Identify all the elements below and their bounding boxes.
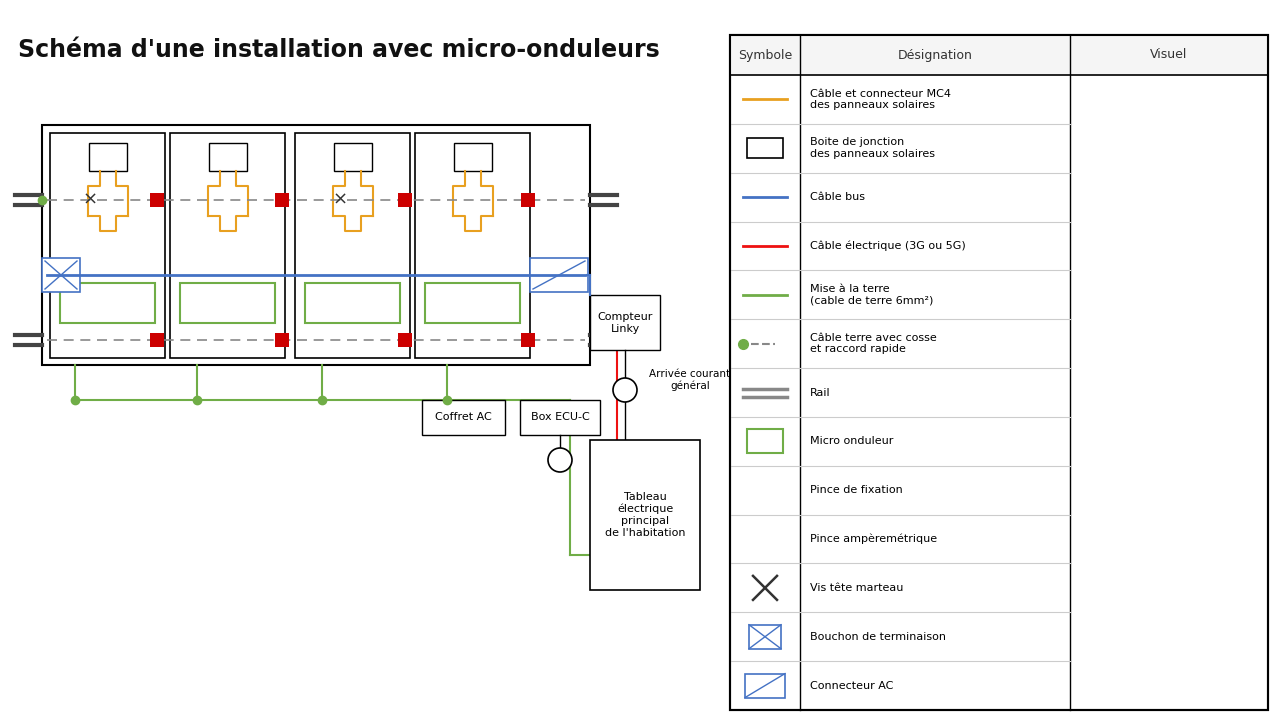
Text: Pince ampèremétrique: Pince ampèremétrique [810, 534, 937, 544]
Text: Symbole: Symbole [737, 48, 792, 61]
FancyBboxPatch shape [530, 258, 588, 292]
Text: Câble électrique (3G ou 5G): Câble électrique (3G ou 5G) [810, 240, 965, 251]
FancyBboxPatch shape [88, 143, 127, 171]
Text: ×: × [82, 191, 97, 209]
Text: Câble et connecteur MC4
des panneaux solaires: Câble et connecteur MC4 des panneaux sol… [810, 89, 951, 110]
FancyBboxPatch shape [749, 625, 781, 649]
FancyBboxPatch shape [50, 133, 165, 358]
FancyBboxPatch shape [415, 133, 530, 358]
FancyBboxPatch shape [398, 193, 412, 207]
FancyBboxPatch shape [590, 440, 700, 590]
Text: Vis tête marteau: Vis tête marteau [810, 583, 904, 593]
FancyBboxPatch shape [521, 333, 535, 347]
Text: Coffret AC: Coffret AC [435, 413, 492, 423]
FancyBboxPatch shape [209, 143, 247, 171]
Text: Désignation: Désignation [897, 48, 973, 61]
FancyBboxPatch shape [150, 193, 164, 207]
FancyBboxPatch shape [422, 400, 506, 435]
Text: ×: × [333, 191, 348, 209]
FancyBboxPatch shape [425, 283, 520, 323]
FancyBboxPatch shape [42, 258, 79, 292]
FancyBboxPatch shape [334, 143, 371, 171]
FancyBboxPatch shape [170, 133, 285, 358]
Text: Pince de fixation: Pince de fixation [810, 485, 902, 495]
FancyBboxPatch shape [520, 400, 600, 435]
Text: Arrivée courant
général: Arrivée courant général [649, 369, 731, 391]
Text: Mise à la terre
(cable de terre 6mm²): Mise à la terre (cable de terre 6mm²) [810, 284, 933, 305]
FancyBboxPatch shape [294, 133, 410, 358]
Text: Tableau
électrique
principal
de l'habitation: Tableau électrique principal de l'habita… [604, 492, 685, 538]
FancyBboxPatch shape [180, 283, 275, 323]
Circle shape [548, 448, 572, 472]
FancyBboxPatch shape [590, 295, 660, 350]
Circle shape [753, 527, 777, 551]
FancyBboxPatch shape [60, 283, 155, 323]
Text: Rail: Rail [810, 387, 831, 397]
Text: Câble bus: Câble bus [810, 192, 865, 202]
Text: Visuel: Visuel [1151, 48, 1188, 61]
Text: Connecteur AC: Connecteur AC [810, 680, 893, 690]
Text: Micro onduleur: Micro onduleur [810, 436, 893, 446]
FancyBboxPatch shape [150, 333, 164, 347]
Text: Box ECU-C: Box ECU-C [531, 413, 589, 423]
FancyBboxPatch shape [748, 138, 783, 158]
Text: Compteur
Linky: Compteur Linky [598, 312, 653, 334]
FancyBboxPatch shape [42, 125, 590, 365]
FancyBboxPatch shape [521, 193, 535, 207]
FancyBboxPatch shape [275, 333, 289, 347]
Circle shape [613, 378, 637, 402]
Text: Câble terre avec cosse
et raccord rapide: Câble terre avec cosse et raccord rapide [810, 333, 937, 354]
Text: Boite de jonction
des panneaux solaires: Boite de jonction des panneaux solaires [810, 138, 934, 159]
Text: Schéma d'une installation avec micro-onduleurs: Schéma d'une installation avec micro-ond… [18, 38, 659, 62]
FancyBboxPatch shape [755, 480, 774, 500]
FancyBboxPatch shape [398, 333, 412, 347]
FancyBboxPatch shape [748, 429, 783, 454]
Text: Bouchon de terminaison: Bouchon de terminaison [810, 631, 946, 642]
FancyBboxPatch shape [730, 35, 1268, 75]
FancyBboxPatch shape [305, 283, 399, 323]
FancyBboxPatch shape [453, 143, 492, 171]
FancyBboxPatch shape [275, 193, 289, 207]
FancyBboxPatch shape [777, 340, 785, 348]
FancyBboxPatch shape [730, 35, 1268, 710]
FancyBboxPatch shape [745, 674, 785, 698]
